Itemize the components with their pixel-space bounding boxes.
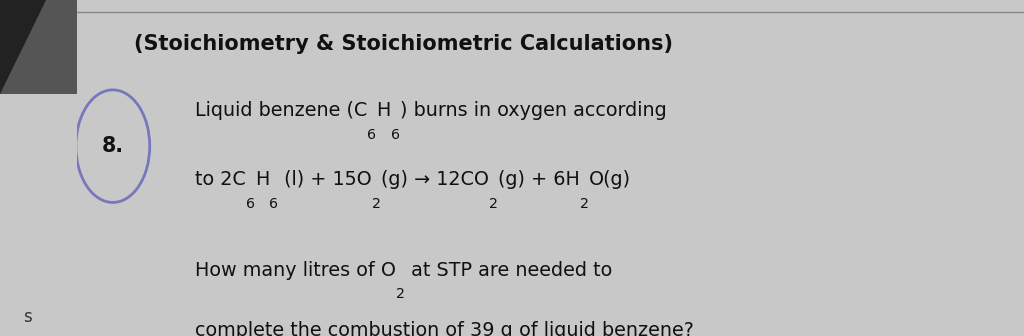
Text: (g) + 6H: (g) + 6H (498, 170, 580, 189)
Text: How many litres of O: How many litres of O (196, 260, 396, 280)
Text: 6: 6 (246, 197, 255, 211)
Text: 8.: 8. (101, 136, 124, 156)
Text: 6: 6 (368, 128, 377, 142)
Text: 2: 2 (372, 197, 381, 211)
Text: to 2C: to 2C (196, 170, 246, 189)
Text: 39 g: 39 g (470, 321, 513, 336)
Text: (g) → 12CO: (g) → 12CO (381, 170, 488, 189)
Text: H: H (377, 101, 391, 120)
Text: (Stoichiometry & Stoichiometric Calculations): (Stoichiometry & Stoichiometric Calculat… (133, 34, 673, 54)
Polygon shape (0, 0, 77, 94)
Text: 2: 2 (580, 197, 589, 211)
Text: 2: 2 (396, 287, 406, 301)
Text: O(g): O(g) (589, 170, 631, 189)
Text: complete the combustion of: complete the combustion of (196, 321, 470, 336)
Text: of liquid benzene?: of liquid benzene? (513, 321, 694, 336)
Text: 2: 2 (488, 197, 498, 211)
Text: H: H (255, 170, 269, 189)
Text: 6: 6 (391, 128, 399, 142)
Text: 6: 6 (269, 197, 279, 211)
Text: Liquid benzene (C: Liquid benzene (C (196, 101, 368, 120)
Text: at STP are needed to: at STP are needed to (406, 260, 612, 280)
Text: s: s (23, 308, 32, 326)
Text: (l) + 15O: (l) + 15O (279, 170, 372, 189)
Text: ) burns in oxygen according: ) burns in oxygen according (399, 101, 667, 120)
Polygon shape (0, 0, 46, 94)
